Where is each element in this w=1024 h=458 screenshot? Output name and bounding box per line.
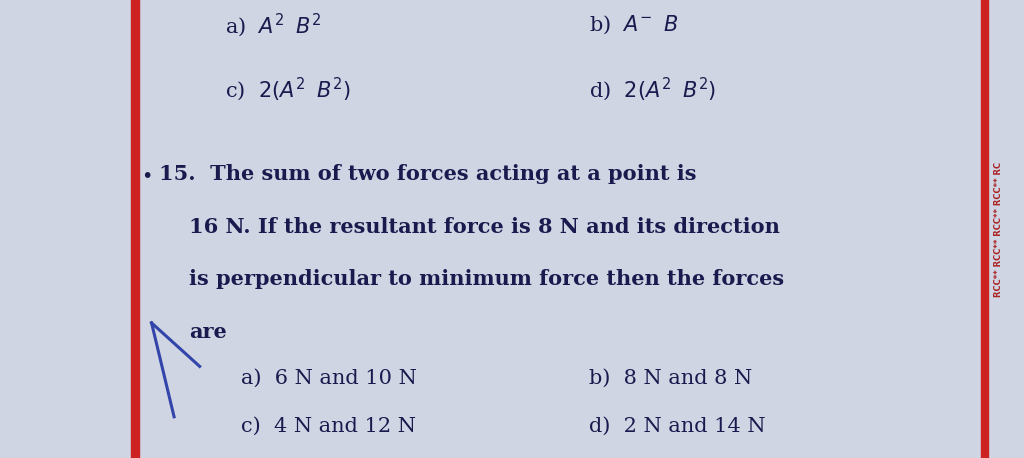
- Text: d)  $2(A^2 \;\; B^2)$: d) $2(A^2 \;\; B^2)$: [589, 76, 716, 103]
- Text: are: are: [189, 322, 227, 342]
- Text: RCC** RCC** RCC** RCC** RC: RCC** RCC** RCC** RCC** RC: [994, 161, 1002, 297]
- Bar: [131, 0, 139, 458]
- Text: b)  8 N and 8 N: b) 8 N and 8 N: [589, 368, 752, 387]
- Text: b)  $A^{-} \;\; B$: b) $A^{-} \;\; B$: [589, 14, 679, 36]
- Text: 15.  The sum of two forces acting at a point is: 15. The sum of two forces acting at a po…: [159, 164, 696, 184]
- Text: •: •: [140, 167, 153, 186]
- Text: d)  2 N and 14 N: d) 2 N and 14 N: [589, 416, 765, 436]
- Text: c)  $2(A^2 \;\; B^2)$: c) $2(A^2 \;\; B^2)$: [225, 76, 351, 103]
- Text: 16 N. If the resultant force is 8 N and its direction: 16 N. If the resultant force is 8 N and …: [189, 217, 780, 237]
- Text: a)  $A^2 \;\; B^2$: a) $A^2 \;\; B^2$: [225, 11, 322, 39]
- Bar: [981, 0, 988, 458]
- Text: a)  6 N and 10 N: a) 6 N and 10 N: [241, 368, 417, 387]
- Text: c)  4 N and 12 N: c) 4 N and 12 N: [241, 416, 416, 436]
- Text: is perpendicular to minimum force then the forces: is perpendicular to minimum force then t…: [189, 269, 784, 289]
